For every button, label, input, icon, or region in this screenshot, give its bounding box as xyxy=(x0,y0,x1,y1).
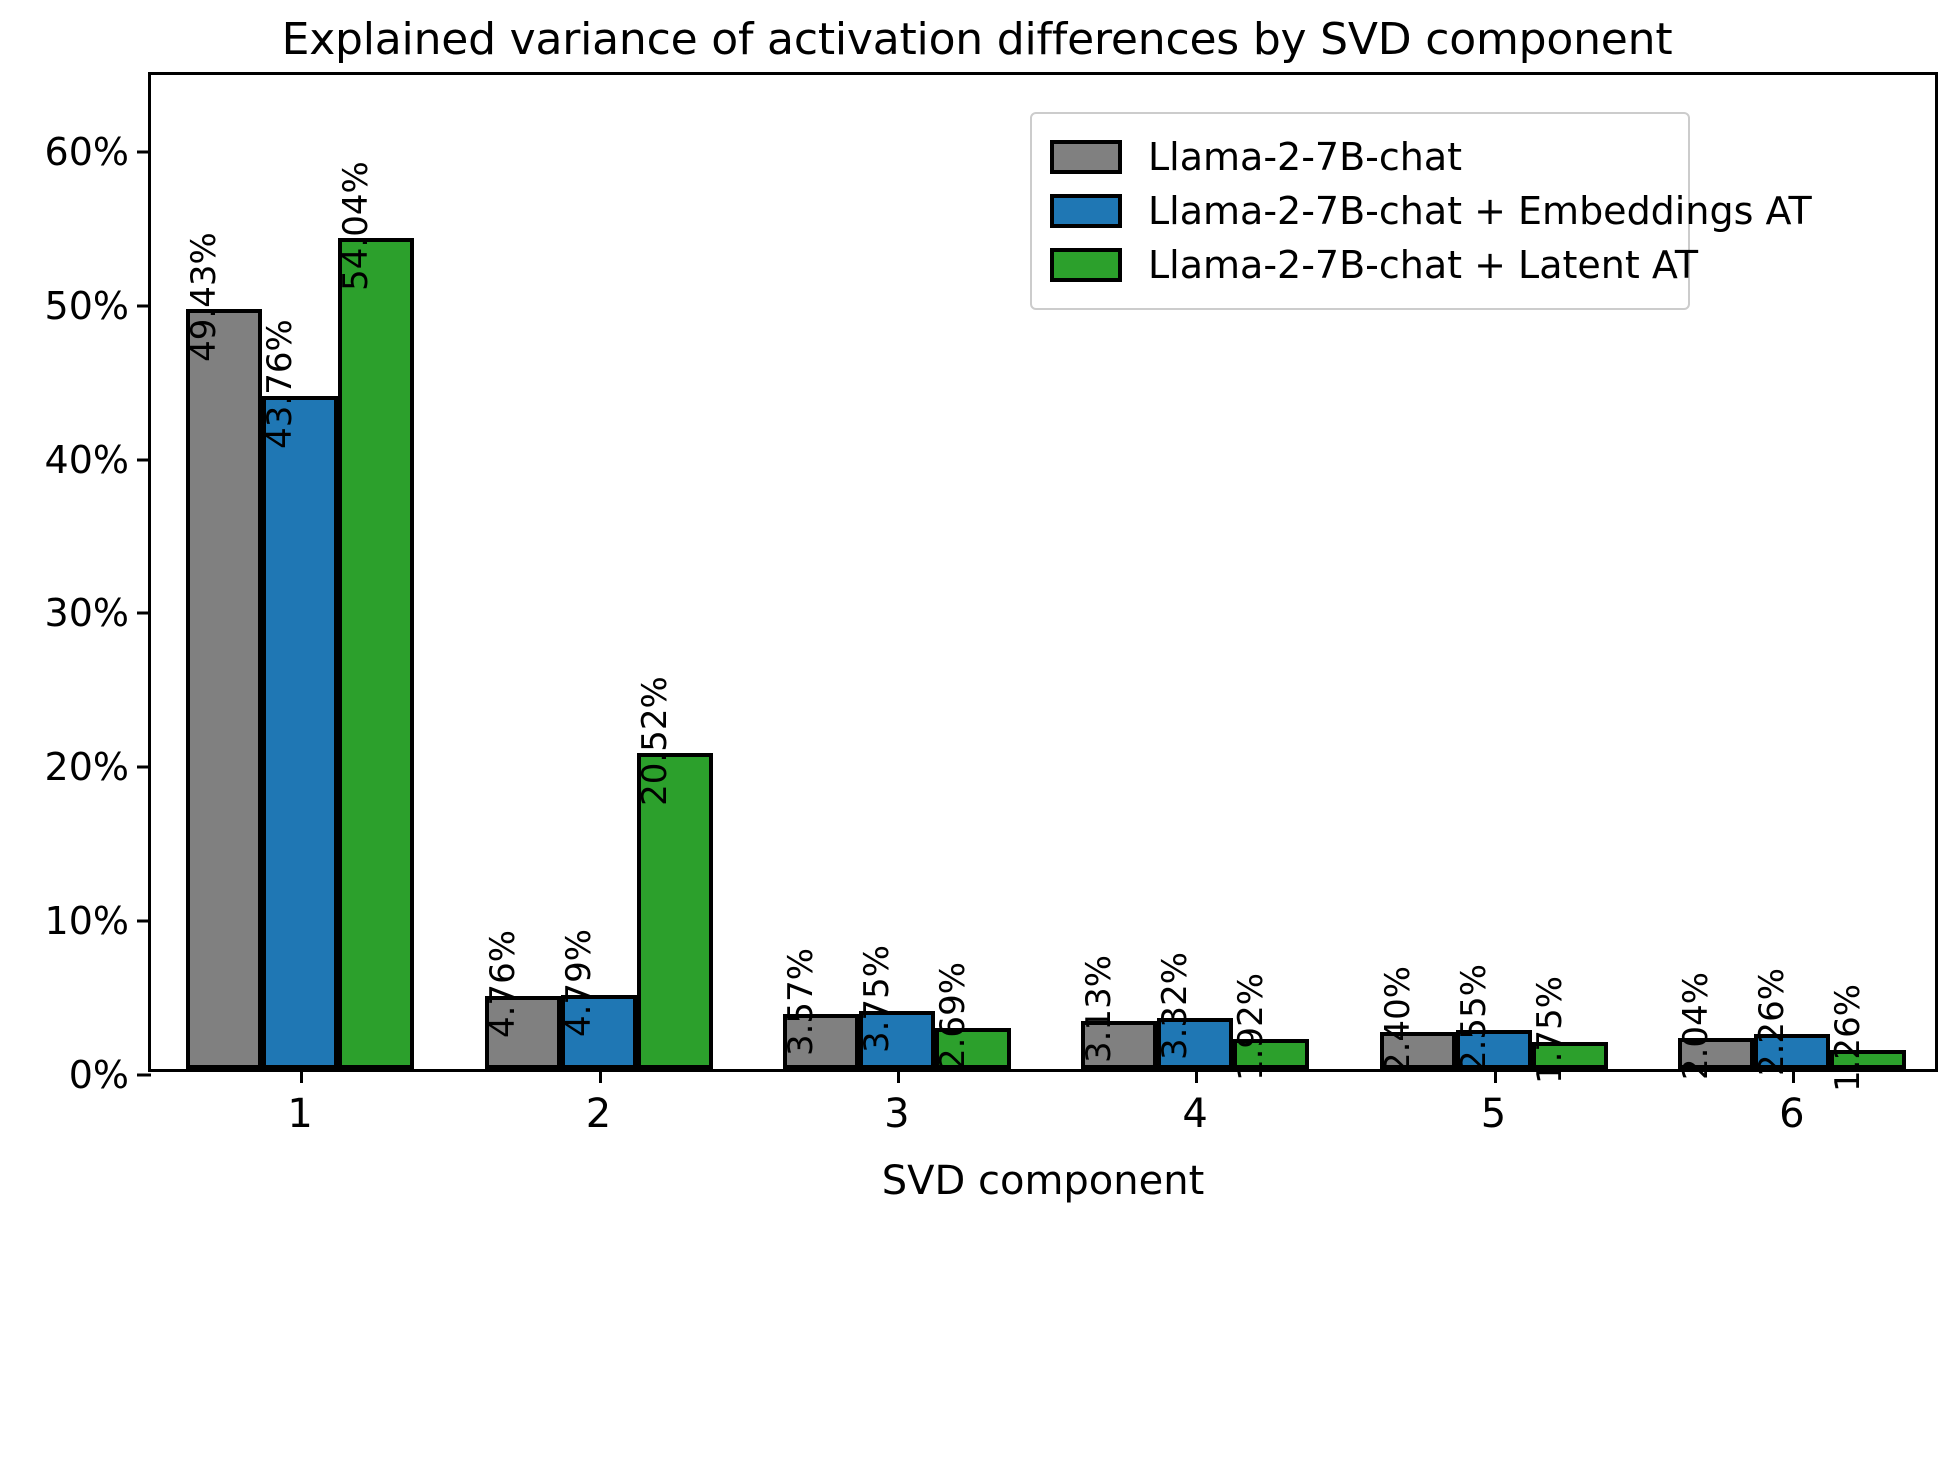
legend-label: Llama-2-7B-chat + Latent AT xyxy=(1148,243,1699,287)
plot-area: 0% 10% 20% 30% 40% 50% 60% 1 49.43% 43.76% 54.04% 2… xyxy=(45,75,1935,1137)
bar-value-label: 2.40% xyxy=(1377,966,1418,1075)
y-axis-tick-mark xyxy=(137,611,151,615)
bar-value-label: 2.04% xyxy=(1675,971,1716,1080)
bar[interactable] xyxy=(484,995,561,1069)
bar[interactable] xyxy=(934,1027,1011,1069)
y-axis-tick-mark xyxy=(137,458,151,462)
legend-swatch-icon xyxy=(1050,194,1122,228)
y-axis-tick-label: 20% xyxy=(44,745,129,790)
x-axis-tick-label: 3 xyxy=(884,1091,910,1137)
x-axis-tick-mark xyxy=(598,1069,602,1083)
x-axis-title: SVD component xyxy=(881,1158,1205,1204)
bar-value-label: 2.26% xyxy=(1751,968,1792,1077)
bar-value-label: 3.75% xyxy=(856,945,897,1054)
bar[interactable] xyxy=(782,1014,859,1069)
bar-value-label: 54.04% xyxy=(336,160,377,291)
y-axis-tick-label: 30% xyxy=(44,591,129,636)
y-axis-tick-mark xyxy=(137,304,151,308)
y-axis-tick-label: 50% xyxy=(44,283,129,328)
page-title: Explained variance of activation differe… xyxy=(281,14,1673,65)
bar-value-label: 3.13% xyxy=(1079,954,1120,1063)
x-axis-tick-label: 5 xyxy=(1480,1091,1507,1137)
bar[interactable] xyxy=(1455,1029,1532,1069)
bar-value-label: 1.92% xyxy=(1231,973,1272,1082)
bar-value-label: 4.79% xyxy=(558,929,599,1038)
bar-value-label: 1.75% xyxy=(1529,976,1570,1085)
y-axis-tick-mark xyxy=(137,150,151,154)
legend-swatch-icon xyxy=(1050,140,1122,174)
y-axis-tick-label: 0% xyxy=(68,1053,129,1097)
bar[interactable] xyxy=(186,308,263,1069)
x-axis-tick-label: 1 xyxy=(287,1091,313,1137)
chart-legend: Llama-2-7B-chat Llama-2-7B-chat + Embeddi… xyxy=(1030,112,1812,310)
legend-item[interactable]: Llama-2-7B-chat + Latent AT xyxy=(1050,238,1698,292)
bar-value-label: 4.76% xyxy=(482,929,523,1038)
bar-value-label: 43.76% xyxy=(260,318,301,449)
y-axis-tick-mark xyxy=(137,919,151,923)
bar[interactable] xyxy=(1233,1039,1310,1069)
y-axis-tick-label: 10% xyxy=(44,899,129,944)
bar[interactable] xyxy=(338,237,415,1069)
legend-item[interactable]: Llama-2-7B-chat + Embeddings AT xyxy=(1050,184,1812,238)
y-axis-tick-label: 60% xyxy=(44,129,129,174)
x-axis-tick-mark xyxy=(1791,1069,1795,1083)
bar[interactable] xyxy=(1379,1032,1456,1069)
bar[interactable] xyxy=(560,995,637,1069)
bar-value-label: 3.32% xyxy=(1155,951,1196,1060)
bar-value-label: 2.55% xyxy=(1453,963,1494,1072)
y-axis-tick-mark xyxy=(137,1073,151,1077)
x-axis-tick-label: 4 xyxy=(1182,1091,1208,1137)
bar[interactable] xyxy=(858,1011,935,1069)
bar[interactable] xyxy=(262,395,339,1069)
bar[interactable] xyxy=(636,753,713,1069)
y-axis-tick-label: 40% xyxy=(44,437,129,482)
bar-value-label: 3.57% xyxy=(780,948,821,1057)
x-axis-tick-label: 6 xyxy=(1779,1091,1805,1137)
bar[interactable] xyxy=(1531,1042,1608,1069)
bar-value-label: 2.69% xyxy=(932,961,973,1070)
legend-swatch-icon xyxy=(1050,248,1122,282)
y-axis-tick-mark xyxy=(137,765,151,769)
x-axis-tick-mark xyxy=(1493,1069,1497,1083)
bar[interactable] xyxy=(1753,1034,1830,1069)
bar[interactable] xyxy=(1677,1037,1754,1069)
legend-label: Llama-2-7B-chat + Embeddings AT xyxy=(1148,189,1812,233)
x-axis-tick-mark xyxy=(300,1069,304,1083)
bar-value-label: 49.43% xyxy=(184,231,225,362)
bar-value-label: 1.26% xyxy=(1827,983,1868,1092)
x-axis-tick-mark xyxy=(1195,1069,1199,1083)
x-axis-tick-mark xyxy=(896,1069,900,1083)
bar[interactable] xyxy=(1081,1020,1158,1069)
bar-value-label: 20.52% xyxy=(634,676,675,807)
x-axis-tick-label: 2 xyxy=(585,1091,612,1137)
bar[interactable] xyxy=(1829,1049,1906,1069)
legend-label: Llama-2-7B-chat xyxy=(1148,135,1463,179)
bar[interactable] xyxy=(1157,1017,1234,1069)
legend-item[interactable]: Llama-2-7B-chat xyxy=(1050,130,1668,184)
